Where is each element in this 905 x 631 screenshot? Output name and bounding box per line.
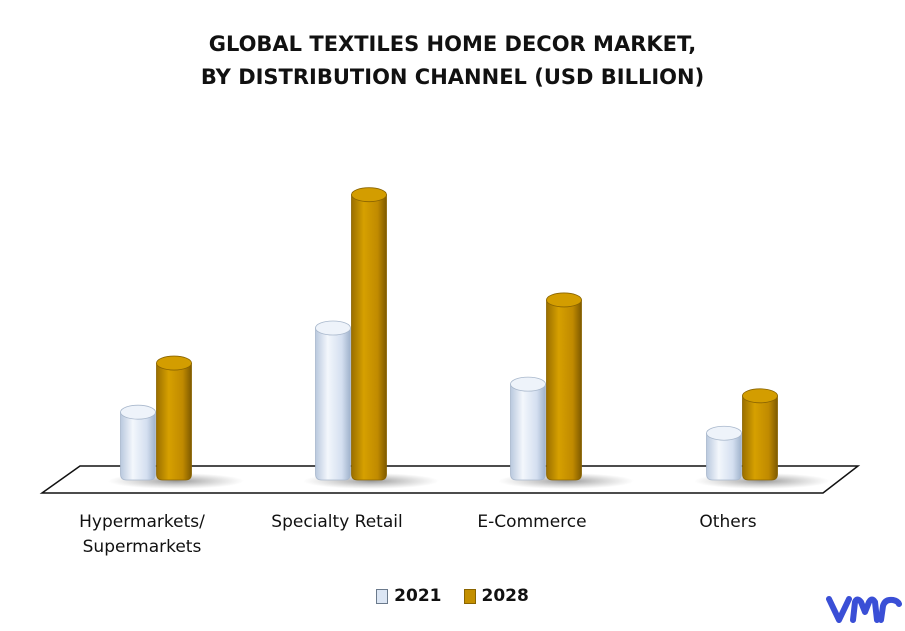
legend-item-2021: 2021: [376, 586, 442, 606]
legend-item-2028: 2028: [463, 586, 529, 606]
bar-2028-1: [351, 194, 387, 481]
bar-2021-0: [120, 411, 156, 481]
bar-2028-2: [546, 299, 582, 481]
chart-title-line-1: GLOBAL TEXTILES HOME DECOR MARKET,: [208, 32, 697, 56]
bar-cap-2021-1: [315, 320, 351, 336]
bar-cap-2028-3: [742, 388, 778, 404]
legend-label-2028: 2028: [481, 586, 529, 606]
legend: 2021 2028: [0, 586, 905, 606]
chart-floor: [39, 465, 861, 494]
bar-2028-3: [742, 395, 778, 481]
legend-swatch-2028: [463, 588, 476, 604]
bar-cap-2021-0: [120, 404, 156, 420]
bar-cap-2028-0: [156, 355, 192, 371]
legend-label-2021: 2021: [394, 586, 442, 606]
bar-2021-3: [706, 432, 742, 481]
bar-2021-1: [315, 327, 351, 481]
category-label: Hypermarkets/Supermarkets: [79, 512, 205, 557]
bar-2021-2: [510, 383, 546, 481]
category-label: Others: [699, 512, 757, 532]
category-label: Specialty Retail: [271, 512, 403, 532]
bar-cap-2028-2: [546, 292, 582, 308]
legend-swatch-2021: [376, 588, 389, 604]
vmr-logo-icon: [826, 596, 902, 623]
category-label: E-Commerce: [477, 512, 587, 532]
bar-cap-2028-1: [351, 187, 387, 203]
bar-cap-2021-2: [510, 376, 546, 392]
chart-title: GLOBAL TEXTILES HOME DECOR MARKET, BY DI…: [0, 28, 905, 94]
bar-2028-0: [156, 362, 192, 481]
bar-cap-2021-3: [706, 425, 742, 441]
bars-group: [108, 187, 830, 489]
chart-title-line-2: BY DISTRIBUTION CHANNEL (USD BILLION): [200, 65, 705, 89]
